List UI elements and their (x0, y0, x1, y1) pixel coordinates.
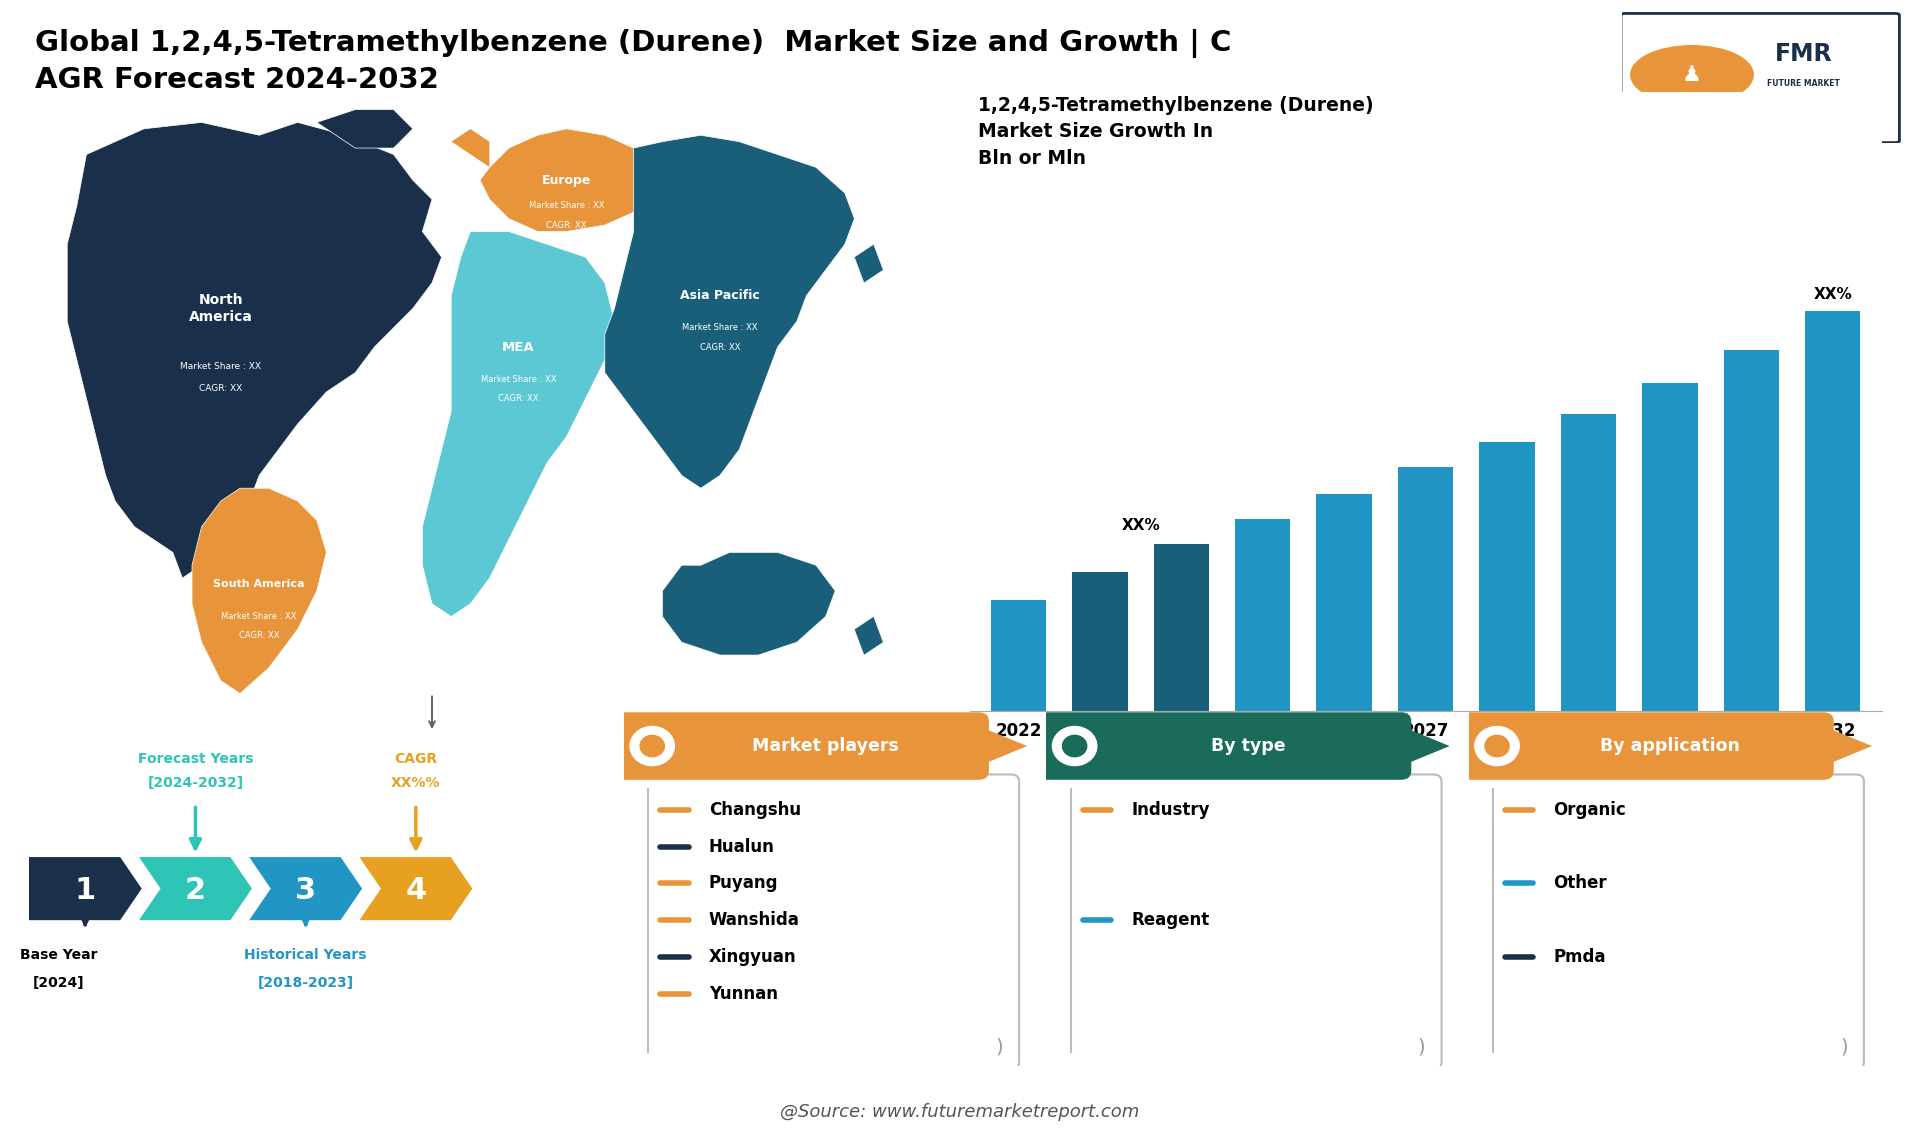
Text: ): ) (1417, 1038, 1425, 1057)
Polygon shape (854, 244, 883, 283)
Text: FUTURE MARKET: FUTURE MARKET (1766, 79, 1839, 88)
FancyBboxPatch shape (1039, 775, 1442, 1069)
Text: MEA: MEA (503, 340, 534, 353)
Polygon shape (67, 123, 442, 578)
Polygon shape (854, 617, 883, 656)
Text: ): ) (1839, 1038, 1847, 1057)
Text: @Source: www.futuremarketreport.com: @Source: www.futuremarketreport.com (780, 1102, 1140, 1121)
Polygon shape (359, 857, 472, 920)
Text: CAGR: XX: CAGR: XX (545, 220, 588, 229)
Bar (1235, 519, 1290, 711)
Text: Europe: Europe (541, 174, 591, 187)
Polygon shape (29, 857, 142, 920)
Text: Yunnan: Yunnan (708, 984, 778, 1003)
FancyBboxPatch shape (1620, 14, 1899, 142)
Text: Forecast Years: Forecast Years (138, 752, 253, 766)
Text: ♟: ♟ (1682, 64, 1701, 85)
Polygon shape (451, 128, 490, 167)
Text: Asia Pacific: Asia Pacific (680, 289, 760, 303)
Text: XX%%: XX%% (392, 777, 440, 791)
Text: Market Share : XX: Market Share : XX (480, 375, 557, 384)
Circle shape (630, 727, 674, 766)
Polygon shape (605, 135, 854, 488)
Polygon shape (1388, 721, 1450, 771)
Circle shape (1630, 46, 1753, 103)
Text: Global 1,2,4,5-Tetramethylbenzene (Durene)  Market Size and Growth | C
AGR Forec: Global 1,2,4,5-Tetramethylbenzene (Duren… (35, 29, 1231, 94)
Text: South America: South America (213, 580, 305, 589)
Bar (1154, 544, 1210, 711)
Bar (1478, 441, 1534, 711)
Text: XX%: XX% (1812, 286, 1853, 303)
Text: REPORT: REPORT (1786, 96, 1820, 105)
Text: 4: 4 (405, 876, 426, 905)
Bar (991, 599, 1046, 711)
FancyBboxPatch shape (614, 713, 989, 779)
FancyBboxPatch shape (616, 775, 1020, 1069)
Bar (1071, 572, 1127, 711)
Circle shape (1062, 736, 1087, 756)
Polygon shape (138, 857, 252, 920)
Bar (1398, 466, 1453, 711)
Bar (1805, 312, 1860, 711)
Bar (1561, 414, 1617, 711)
Text: [2024]: [2024] (33, 976, 84, 990)
Text: CAGR: XX: CAGR: XX (497, 394, 540, 403)
Text: 1,2,4,5-Tetramethylbenzene (Durene)
Market Size Growth In
Bln or Mln: 1,2,4,5-Tetramethylbenzene (Durene) Mark… (977, 95, 1373, 167)
Bar (1724, 350, 1780, 711)
Text: Puyang: Puyang (708, 874, 778, 893)
Text: 2: 2 (184, 876, 205, 905)
Text: Market Share : XX: Market Share : XX (221, 612, 298, 621)
Text: FMR: FMR (1774, 41, 1832, 65)
Polygon shape (192, 488, 326, 693)
Text: ): ) (995, 1038, 1002, 1057)
Text: Historical Years: Historical Years (244, 948, 367, 963)
Polygon shape (317, 110, 413, 148)
Bar (1642, 384, 1697, 711)
Polygon shape (480, 128, 653, 231)
Text: Base Year: Base Year (19, 948, 98, 963)
Text: Other: Other (1553, 874, 1607, 893)
Polygon shape (662, 552, 835, 656)
Text: Market Share : XX: Market Share : XX (682, 323, 758, 332)
Text: Wanshida: Wanshida (708, 911, 799, 929)
Polygon shape (1812, 721, 1872, 771)
Text: Reagent: Reagent (1131, 911, 1210, 929)
Text: Pmda: Pmda (1553, 948, 1605, 966)
Text: By type: By type (1212, 737, 1284, 755)
Text: Organic: Organic (1553, 801, 1626, 819)
Polygon shape (250, 857, 363, 920)
Circle shape (1484, 736, 1509, 756)
Text: XX%: XX% (1121, 518, 1160, 533)
FancyBboxPatch shape (1459, 713, 1834, 779)
FancyBboxPatch shape (1461, 775, 1864, 1069)
Text: Changshu: Changshu (708, 801, 801, 819)
Text: Market players: Market players (753, 737, 899, 755)
Text: 1: 1 (75, 876, 96, 905)
Text: By application: By application (1601, 737, 1740, 755)
Text: Market Share : XX: Market Share : XX (528, 202, 605, 211)
Text: Market Share : XX: Market Share : XX (180, 362, 261, 371)
Text: CAGR: XX: CAGR: XX (699, 343, 741, 352)
Text: CAGR: XX: CAGR: XX (200, 384, 242, 393)
Bar (1317, 494, 1373, 711)
Text: CAGR: CAGR (394, 752, 438, 766)
Polygon shape (968, 721, 1027, 771)
Text: Industry: Industry (1131, 801, 1210, 819)
Text: CAGR: XX: CAGR: XX (238, 631, 280, 641)
Circle shape (1052, 727, 1096, 766)
Text: [2018-2023]: [2018-2023] (257, 976, 353, 990)
Text: North
America: North America (188, 293, 253, 324)
Text: Hualun: Hualun (708, 838, 774, 856)
Text: 3: 3 (296, 876, 317, 905)
Text: [2024-2032]: [2024-2032] (148, 777, 244, 791)
Circle shape (639, 736, 664, 756)
Circle shape (1475, 727, 1519, 766)
Polygon shape (422, 231, 614, 617)
Text: Xingyuan: Xingyuan (708, 948, 797, 966)
FancyBboxPatch shape (1037, 713, 1411, 779)
